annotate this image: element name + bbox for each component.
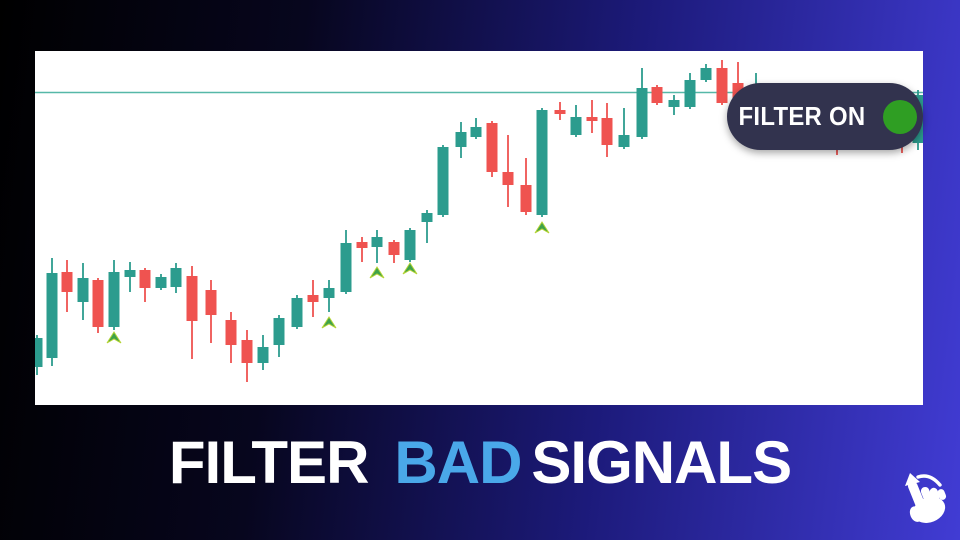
filter-toggle-label: FILTER ON [738,101,865,131]
candlestick-chart [35,60,923,382]
headline: FILTER BAD SIGNALS [0,433,960,493]
headline-word-signals: SIGNALS [531,429,792,496]
headline-word-bad: BAD [394,429,522,496]
headline-word-filter: FILTER [168,429,370,496]
filter-toggle[interactable]: FILTER ON [727,83,923,150]
swipe-left-hand-icon [891,466,953,532]
toggle-on-dot [883,99,918,134]
